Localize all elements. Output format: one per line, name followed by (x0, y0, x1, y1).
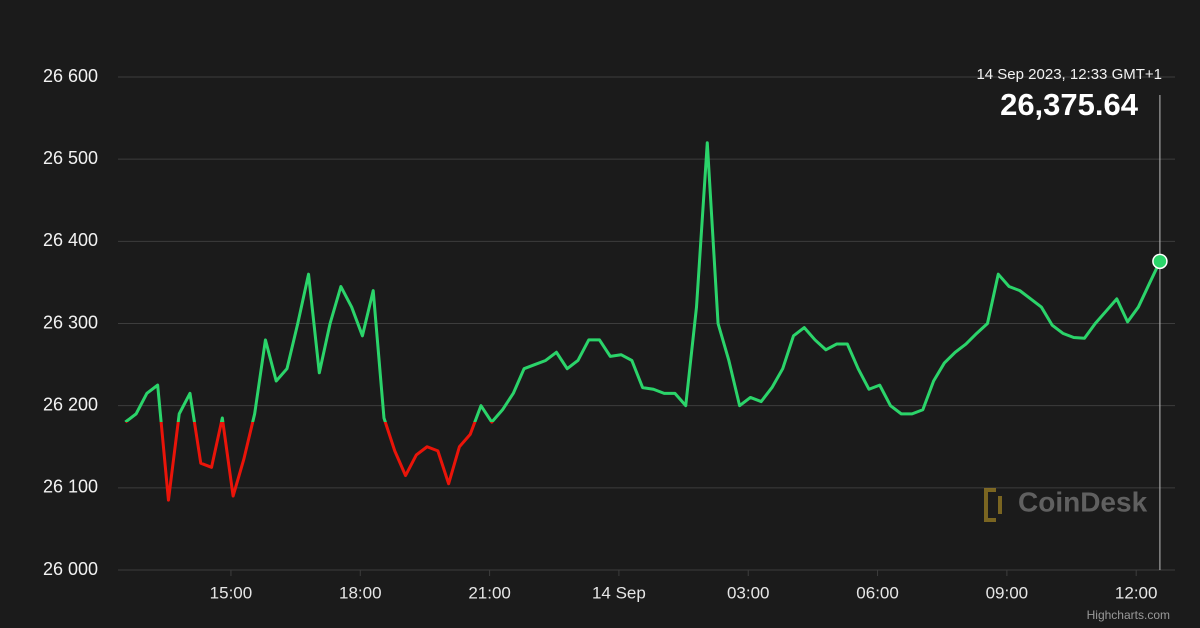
y-tick-label: 26 500 (43, 148, 98, 168)
tooltip-value: 26,375.64 (1000, 87, 1139, 122)
x-tick-label: 15:00 (210, 583, 253, 602)
x-tick-label: 09:00 (986, 583, 1029, 602)
x-tick-label: 21:00 (468, 583, 511, 602)
y-tick-label: 26 000 (43, 559, 98, 579)
watermark: CoinDesk (984, 486, 1148, 522)
x-tick-label: 14 Sep (592, 583, 646, 602)
y-tick-label: 26 600 (43, 66, 98, 86)
x-tick-label: 12:00 (1115, 583, 1158, 602)
x-tick-label: 18:00 (339, 583, 382, 602)
x-tick-label: 03:00 (727, 583, 770, 602)
y-tick-label: 26 400 (43, 230, 98, 250)
last-point-marker (1152, 253, 1168, 270)
y-tick-label: 26 100 (43, 477, 98, 497)
price-line (124, 141, 1162, 502)
tooltip-date: 14 Sep 2023, 12:33 GMT+1 (976, 66, 1162, 83)
credit: Highcharts.com (1087, 608, 1170, 622)
x-tick-label: 06:00 (856, 583, 899, 602)
y-tick-label: 26 200 (43, 394, 98, 414)
y-tick-label: 26 300 (43, 312, 98, 332)
watermark-text: CoinDesk (1018, 486, 1148, 517)
